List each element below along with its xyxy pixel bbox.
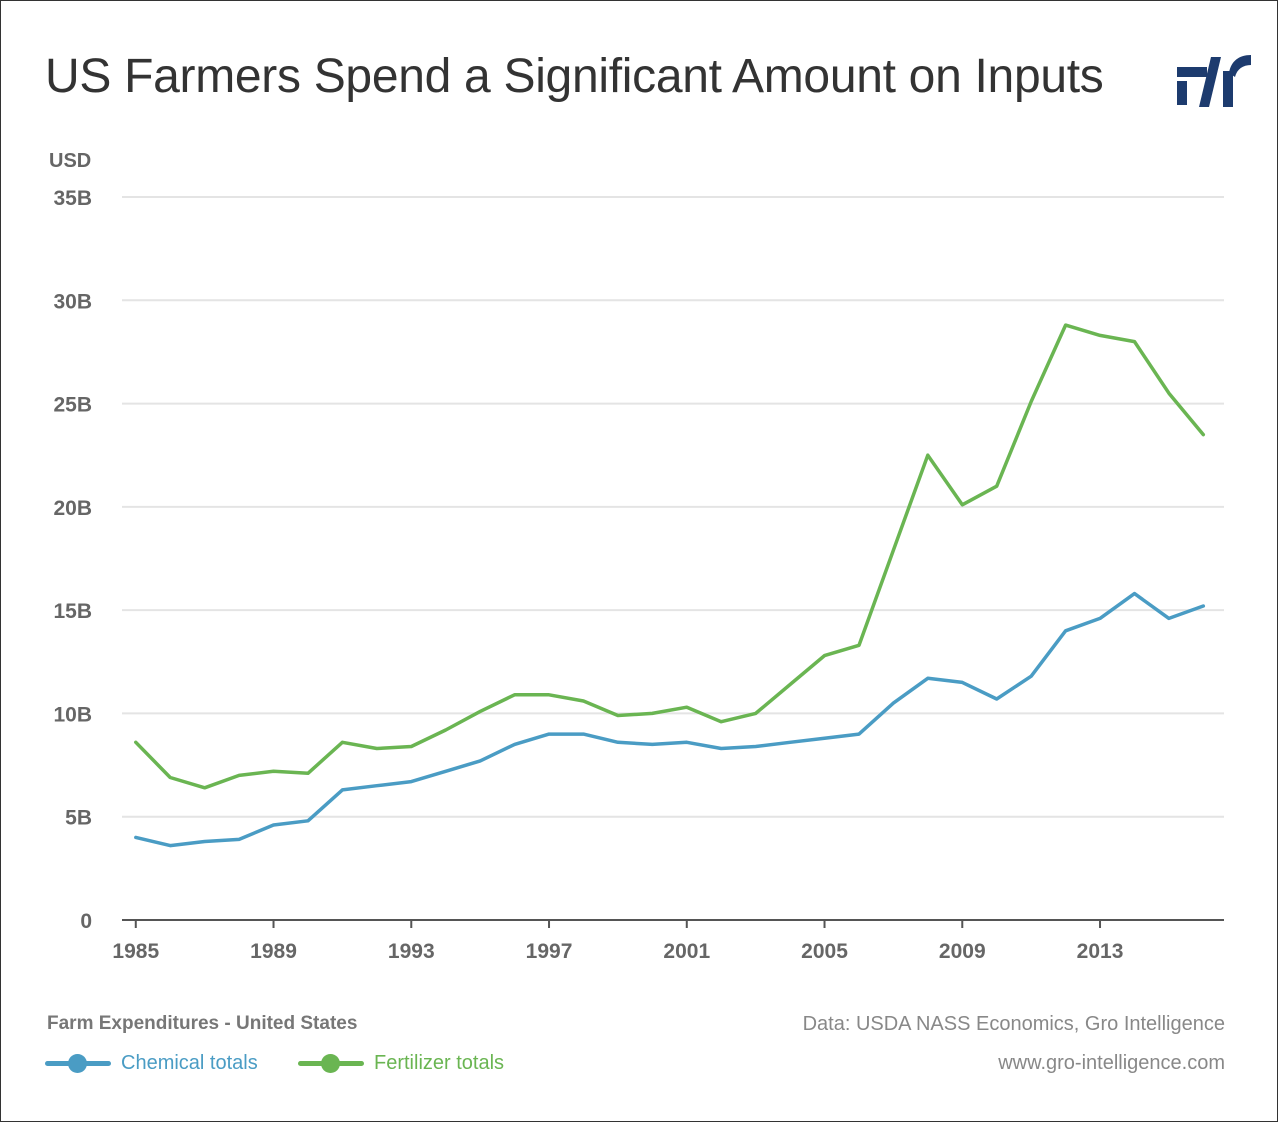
y-tick-label: 15B bbox=[53, 600, 92, 623]
chart-subtitle: Farm Expenditures - United States bbox=[47, 1013, 358, 1034]
x-tick-label: 2013 bbox=[1077, 940, 1124, 963]
line-chart: USD 0 5B 10B 15B 20B 25B 30B 35B 1985 1989 1993 1997… bbox=[49, 150, 1224, 963]
legend-label-chemical: Chemical totals bbox=[121, 1051, 258, 1074]
x-tick-label: 1993 bbox=[388, 940, 435, 963]
series-line-chemical-totals bbox=[134, 591, 1206, 848]
legend-swatch-chemical bbox=[45, 1049, 111, 1077]
y-axis-label: USD bbox=[49, 150, 91, 172]
y-tick-label: 10B bbox=[53, 703, 92, 726]
website-link: www.gro-intelligence.com bbox=[998, 1052, 1225, 1074]
gro-intelligence-logo bbox=[1177, 55, 1251, 107]
data-source: Data: USDA NASS Economics, Gro Intellige… bbox=[802, 1013, 1225, 1035]
legend-item-chemical: Chemical totals bbox=[45, 1049, 258, 1077]
y-tick-label: 25B bbox=[53, 394, 92, 417]
x-tick-label: 1997 bbox=[526, 940, 573, 963]
y-tick-label: 35B bbox=[53, 187, 92, 210]
y-tick-label: 0 bbox=[80, 910, 92, 933]
x-tick-label: 2001 bbox=[663, 940, 710, 963]
x-tick-label: 2009 bbox=[939, 940, 986, 963]
x-tick-label: 2005 bbox=[801, 940, 848, 963]
legend-swatch-fertilizer bbox=[298, 1049, 364, 1077]
legend-label-fertilizer: Fertilizer totals bbox=[374, 1051, 505, 1074]
chart-title: US Farmers Spend a Significant Amount on… bbox=[45, 50, 1104, 103]
y-tick-label: 5B bbox=[65, 807, 92, 830]
x-tick-label: 1989 bbox=[250, 940, 297, 963]
series-line-fertilizer-totals bbox=[134, 323, 1206, 790]
y-tick-label: 20B bbox=[53, 497, 92, 520]
y-tick-label: 30B bbox=[53, 290, 92, 313]
x-tick-label: 1985 bbox=[112, 940, 159, 963]
legend-item-fertilizer: Fertilizer totals bbox=[298, 1049, 504, 1077]
